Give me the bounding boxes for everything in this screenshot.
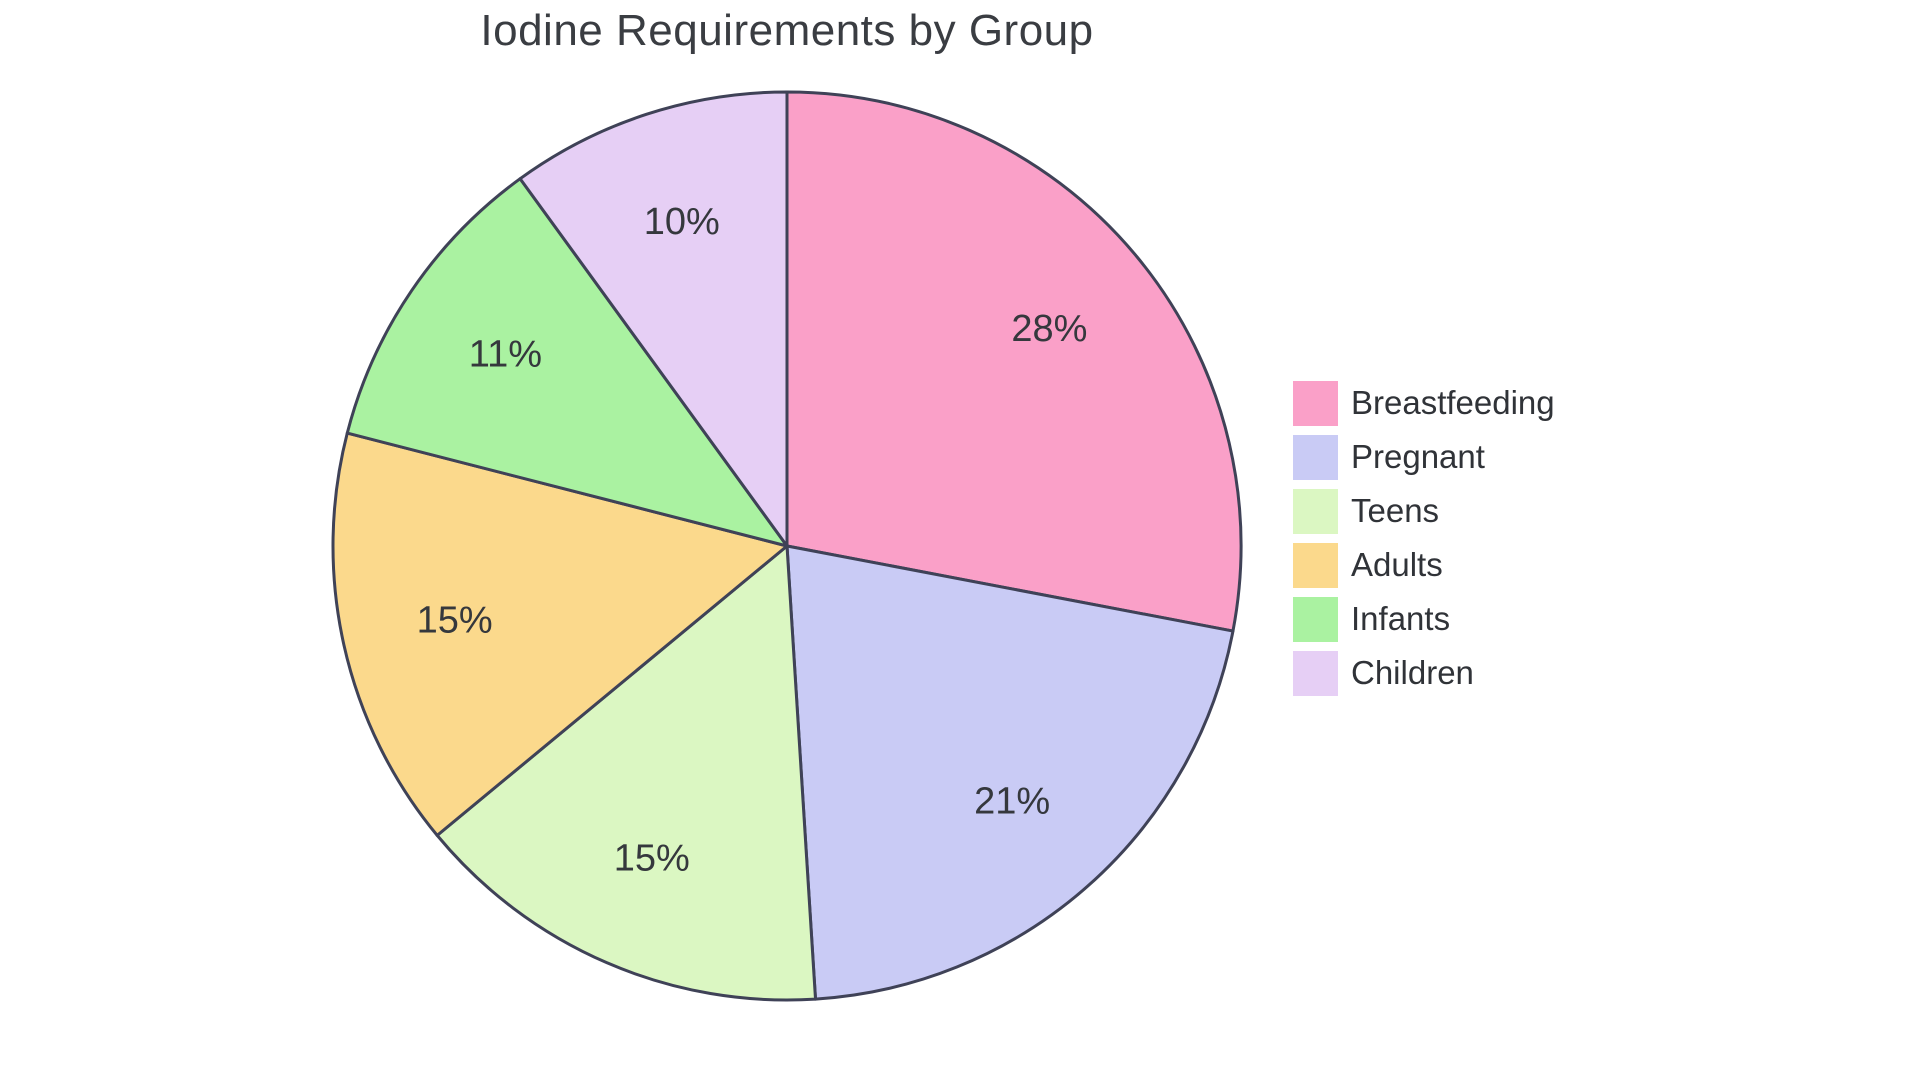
pie-slice-breastfeeding — [785, 90, 1243, 633]
legend-item: Teens — [1293, 488, 1555, 534]
legend-label: Breastfeeding — [1351, 384, 1555, 421]
legend-label: Pregnant — [1351, 438, 1485, 475]
legend-item: Children — [1293, 650, 1555, 696]
legend-item: Breastfeeding — [1293, 380, 1555, 426]
legend-label: Infants — [1351, 600, 1451, 637]
legend-swatch-children — [1293, 650, 1338, 696]
pie-slice-percentage-infants: 11% — [469, 334, 542, 376]
pie-slice-pregnant — [785, 544, 1235, 1001]
legend-swatch-adults — [1293, 542, 1338, 588]
legend: Breastfeeding Pregnant Teens Adults Infa… — [1293, 380, 1555, 696]
legend-label: Children — [1351, 654, 1474, 691]
legend-swatch-pregnant — [1293, 434, 1338, 480]
legend-item: Adults — [1293, 542, 1555, 588]
legend-item: Pregnant — [1293, 434, 1555, 480]
legend-swatch-infants — [1293, 596, 1338, 642]
legend-swatch-breastfeeding — [1293, 380, 1338, 426]
pie-slice-percentage-adults: 15% — [417, 599, 493, 641]
pie-slice-infants — [345, 177, 789, 548]
legend-label: Teens — [1351, 492, 1440, 529]
pie-slice-percentage-children: 10% — [644, 201, 720, 243]
pie-slice-teens — [435, 544, 818, 1002]
pie-slice-percentage-pregnant: 21% — [974, 780, 1050, 822]
pie-slice-percentage-breastfeeding: 28% — [1011, 308, 1087, 350]
pie-slice-children — [518, 90, 789, 548]
chart-title: Iodine Requirements by Group — [480, 6, 1094, 55]
pie-slice-percentage-teens: 15% — [614, 838, 690, 880]
legend-swatch-teens — [1293, 488, 1338, 534]
pie-slice-adults — [331, 431, 789, 837]
legend-label: Adults — [1351, 546, 1443, 583]
legend-item: Infants — [1293, 596, 1555, 642]
